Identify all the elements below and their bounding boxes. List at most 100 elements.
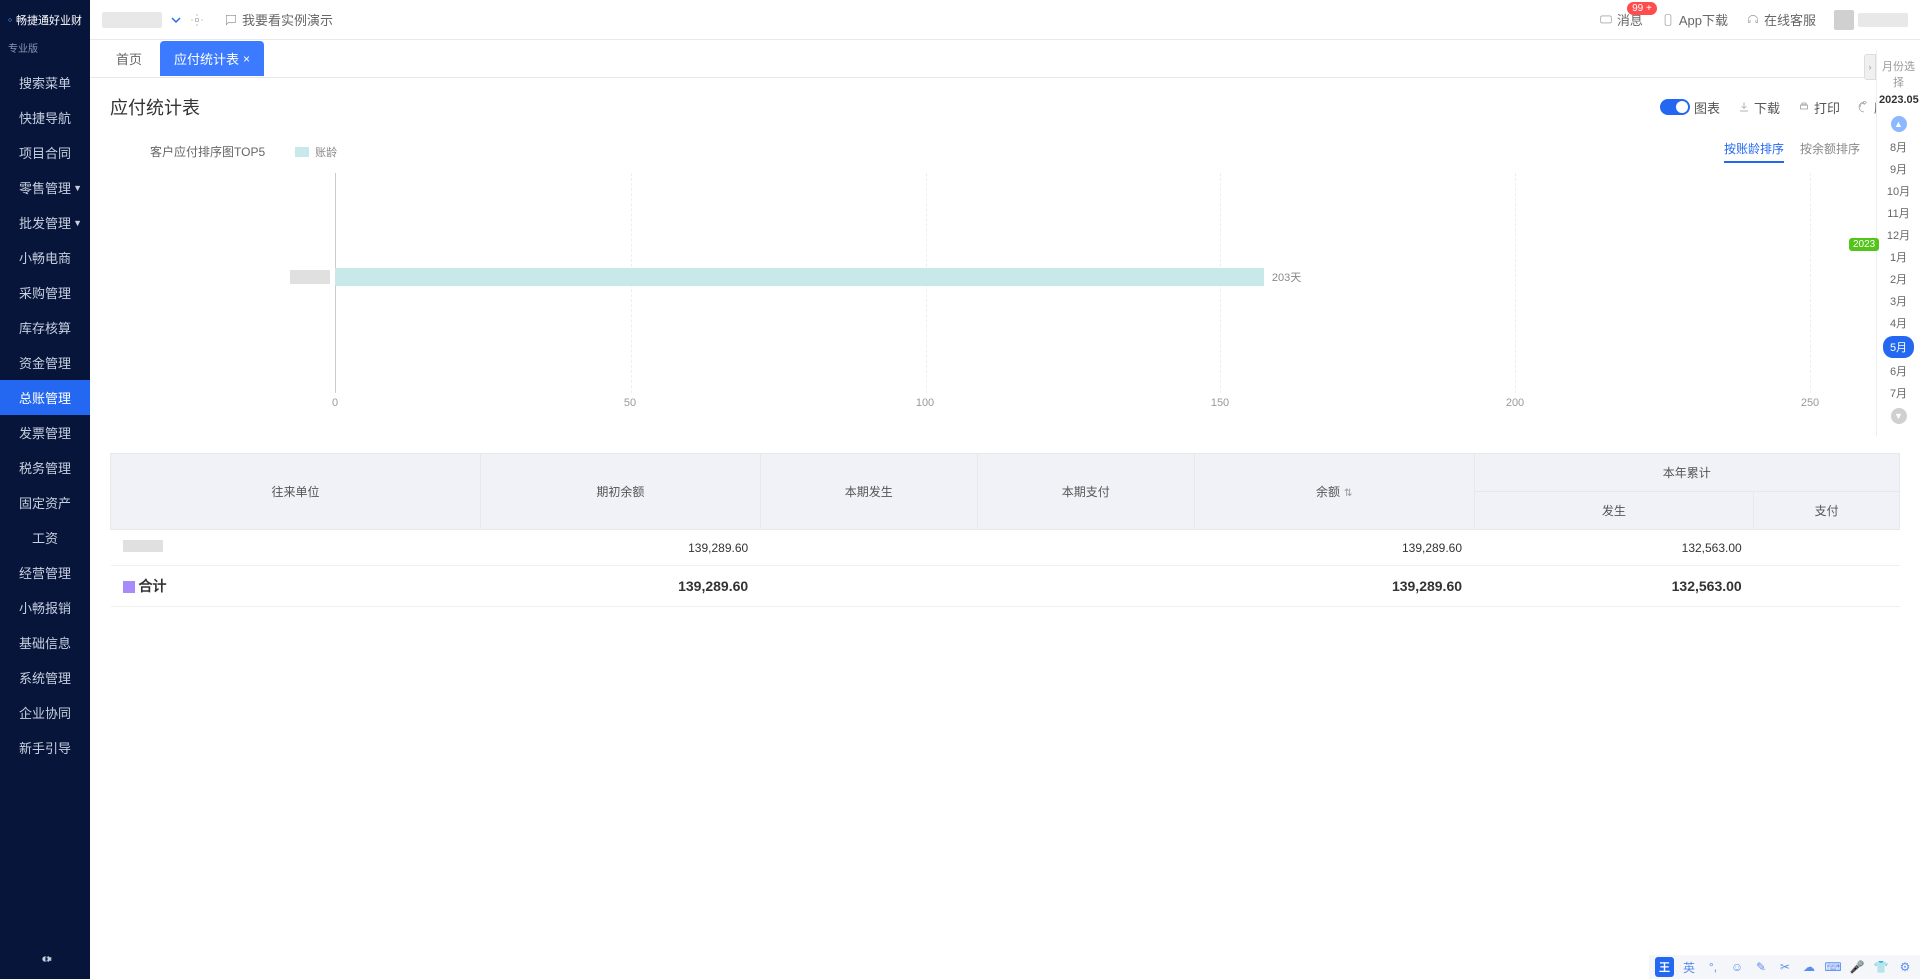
- col-paid: 本期支付: [977, 454, 1194, 530]
- month-option[interactable]: 8月: [1879, 136, 1918, 158]
- col-incurred: 本期发生: [760, 454, 977, 530]
- sidebar-item-14[interactable]: 经营管理: [0, 555, 90, 590]
- month-option[interactable]: 4月: [1879, 312, 1918, 334]
- ime-logo-icon[interactable]: 王: [1655, 957, 1674, 977]
- col-ytd-incurred: 发生: [1474, 492, 1754, 530]
- ime-scissors-icon[interactable]: ✂: [1776, 958, 1794, 976]
- ime-toolbar: 王 英 °, ☺ ✎ ✂ ☁ ⌨ 🎤 👕 ⚙: [1649, 955, 1920, 979]
- month-option[interactable]: 12月: [1879, 224, 1918, 246]
- sidebar-item-12[interactable]: 固定资产: [0, 485, 90, 520]
- chart-toggle[interactable]: 图表: [1660, 98, 1720, 117]
- month-option[interactable]: 6月: [1879, 360, 1918, 382]
- x-tick-label: 0: [332, 397, 338, 409]
- sidebar-item-17[interactable]: 系统管理: [0, 660, 90, 695]
- user-menu[interactable]: [1834, 10, 1908, 30]
- month-option[interactable]: 7月: [1879, 382, 1918, 404]
- month-picker-current: 2023.05: [1879, 94, 1918, 106]
- sort-by-age-tab[interactable]: 按账龄排序: [1724, 140, 1784, 163]
- top-header: 我要看实例演示 消息 99 + App下载 在线客服: [90, 0, 1920, 40]
- ime-shirt-icon[interactable]: 👕: [1872, 958, 1890, 976]
- month-option[interactable]: 3月: [1879, 290, 1918, 312]
- toggle-icon[interactable]: [1660, 99, 1690, 115]
- sidebar-item-11[interactable]: 税务管理: [0, 450, 90, 485]
- chevron-down-icon: [170, 14, 182, 26]
- sidebar-item-9[interactable]: 总账管理: [0, 380, 90, 415]
- ime-edit-icon[interactable]: ✎: [1752, 958, 1770, 976]
- page-title: 应付统计表: [110, 94, 200, 120]
- sidebar-item-6[interactable]: 采购管理: [0, 275, 90, 310]
- customer-service-button[interactable]: 在线客服: [1746, 10, 1816, 29]
- month-option[interactable]: 2月: [1879, 268, 1918, 290]
- sidebar-item-1[interactable]: 快捷导航: [0, 100, 90, 135]
- year-tag: 2023: [1849, 238, 1879, 251]
- tab-home[interactable]: 首页: [102, 41, 156, 76]
- sidebar-item-8[interactable]: 资金管理: [0, 345, 90, 380]
- ime-lang-button[interactable]: 英: [1680, 958, 1698, 976]
- month-option[interactable]: 5月: [1883, 336, 1914, 358]
- sum-icon: [123, 581, 135, 593]
- sidebar-item-7[interactable]: 库存核算: [0, 310, 90, 345]
- table-row[interactable]: 139,289.60 139,289.60 132,563.00: [111, 530, 1900, 566]
- gear-icon[interactable]: [190, 13, 204, 27]
- sidebar-item-16[interactable]: 基础信息: [0, 625, 90, 660]
- sidebar-item-2[interactable]: 项目合同: [0, 135, 90, 170]
- sidebar-item-10[interactable]: 发票管理: [0, 415, 90, 450]
- month-option[interactable]: 10月: [1879, 180, 1918, 202]
- month-picker: 月份选择 2023.05 ▲ 8月9月10月11月12月20231月2月3月4月…: [1876, 50, 1920, 436]
- username: [1858, 13, 1908, 27]
- brand-logo[interactable]: 畅捷通好业财: [0, 0, 90, 40]
- month-next-button[interactable]: ▼: [1891, 408, 1907, 424]
- print-icon: [1798, 101, 1810, 113]
- phone-icon: [1661, 13, 1675, 27]
- bar-label: [290, 270, 330, 284]
- sidebar-item-18[interactable]: 企业协同: [0, 695, 90, 730]
- tab-bar: 首页 应付统计表 × ×: [90, 40, 1920, 78]
- sort-icon: ⇅: [1344, 488, 1352, 499]
- month-picker-title: 月份选择: [1879, 58, 1918, 90]
- x-tick-label: 150: [1211, 397, 1229, 409]
- settings-button[interactable]: [0, 939, 90, 979]
- demo-link[interactable]: 我要看实例演示: [224, 10, 333, 29]
- ime-cloud-icon[interactable]: ☁: [1800, 958, 1818, 976]
- collapse-month-picker[interactable]: ›: [1864, 54, 1876, 80]
- app-download-button[interactable]: App下载: [1661, 10, 1728, 29]
- sidebar-item-3[interactable]: 零售管理▼: [0, 170, 90, 205]
- close-icon[interactable]: ×: [243, 52, 250, 66]
- chat-icon: [224, 13, 238, 27]
- ime-mic-icon[interactable]: 🎤: [1848, 958, 1866, 976]
- tab-payable-stats[interactable]: 应付统计表 ×: [160, 41, 264, 76]
- print-button[interactable]: 打印: [1798, 98, 1840, 117]
- chart-title: 客户应付排序图TOP5: [150, 143, 265, 160]
- sidebar-item-19[interactable]: 新手引导: [0, 730, 90, 765]
- messages-button[interactable]: 消息 99 +: [1599, 10, 1643, 29]
- ime-settings-icon[interactable]: ⚙: [1896, 958, 1914, 976]
- bar-value-label: 203天: [1272, 269, 1301, 285]
- sidebar-item-5[interactable]: 小畅电商: [0, 240, 90, 275]
- headset-icon: [1746, 13, 1760, 27]
- avatar-icon: [1834, 10, 1854, 30]
- sort-by-balance-tab[interactable]: 按余额排序: [1800, 140, 1860, 163]
- col-balance[interactable]: 余额⇅: [1194, 454, 1474, 530]
- table-total-row: 合计 139,289.60 139,289.60 132,563.00: [111, 566, 1900, 607]
- company-selector[interactable]: [102, 12, 204, 28]
- download-icon: [1738, 101, 1750, 113]
- x-tick-label: 200: [1506, 397, 1524, 409]
- month-prev-button[interactable]: ▲: [1891, 116, 1907, 132]
- sidebar-item-15[interactable]: 小畅报销: [0, 590, 90, 625]
- month-option[interactable]: 1月: [1879, 246, 1918, 268]
- gear-icon: [37, 951, 53, 967]
- page-content: 应付统计表 图表 下载 打印: [90, 78, 1920, 979]
- col-ytd: 本年累计: [1474, 454, 1899, 492]
- brand-icon: [8, 11, 12, 29]
- sidebar-item-0[interactable]: 搜索菜单: [0, 65, 90, 100]
- sidebar-item-13[interactable]: 工资: [0, 520, 90, 555]
- month-option[interactable]: 11月: [1879, 202, 1918, 224]
- x-tick-label: 100: [916, 397, 934, 409]
- sidebar-item-4[interactable]: 批发管理▼: [0, 205, 90, 240]
- download-button[interactable]: 下载: [1738, 98, 1780, 117]
- ime-keyboard-icon[interactable]: ⌨: [1824, 958, 1842, 976]
- legend-swatch: [295, 147, 309, 157]
- month-option[interactable]: 9月: [1879, 158, 1918, 180]
- ime-emoji-icon[interactable]: ☺: [1728, 958, 1746, 976]
- ime-punct-icon[interactable]: °,: [1704, 958, 1722, 976]
